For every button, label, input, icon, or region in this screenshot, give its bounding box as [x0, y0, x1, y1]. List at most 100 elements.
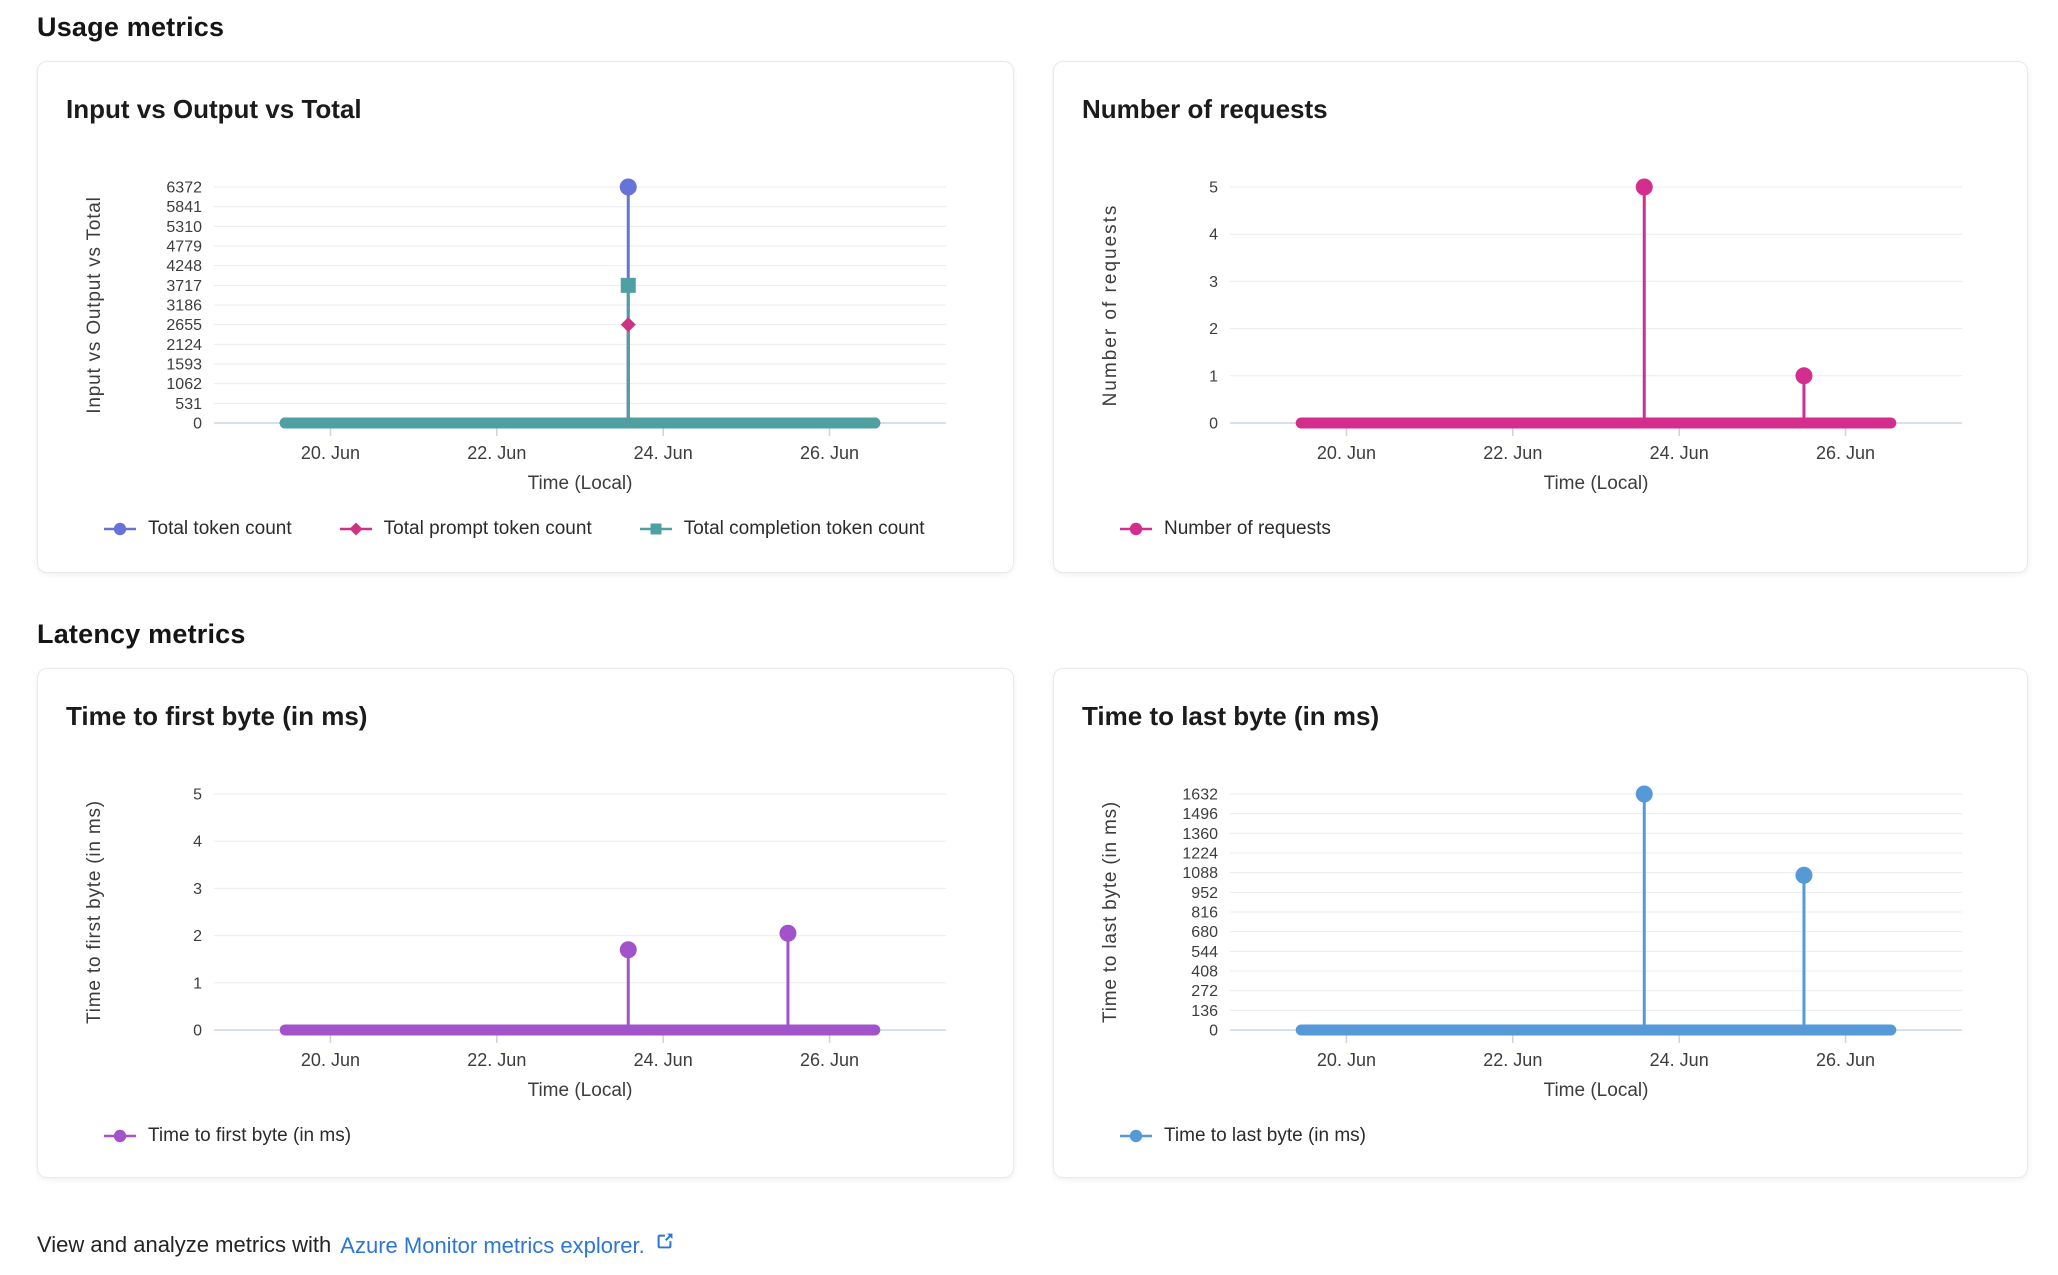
chart-input-vs-output-vs-total: 0 531 1062 1593 2124 2655 3186 3717 4248 4779 5310…	[66, 151, 985, 508]
y-tick-label: 272	[1191, 983, 1218, 1000]
card-number-of-requests: Number of requests 0 1 2 3 4 5 20. Jun 22. Jun 2…	[1053, 61, 2028, 573]
y-tick-label: 4779	[166, 239, 202, 256]
section-title-latency: Latency metrics	[37, 619, 246, 649]
legend-item-time-to-first-byte-in-ms[interactable]: Time to first byte (in ms)	[102, 1125, 351, 1147]
y-tick-label: 0	[1209, 1023, 1218, 1040]
input-vs-output-vs-total-plot: 0 531 1062 1593 2124 2655 3186 3717 4248 4779 5310…	[84, 178, 946, 494]
legend-marker-circle	[1120, 522, 1152, 536]
legend-label: Time to last byte (in ms)	[1164, 1125, 1367, 1146]
y-tick-label: 1224	[1182, 846, 1218, 863]
azure-monitor-link-label: Azure Monitor metrics explorer.	[340, 1233, 645, 1258]
series-baseline-total-completion-token-count	[279, 417, 881, 429]
time-to-first-byte-plot: 0 1 2 3 4 5 20. Jun 22. Jun 24. Jun 26. Jun Time (…	[84, 787, 946, 1101]
legend-marker-circle	[104, 522, 136, 536]
usage-cards-row: Input vs Output vs Total 0 531 1062 1593 212…	[37, 61, 2028, 573]
time-to-last-byte-plot: 0 136 272 408 544 680 816 952 1088 1224 1360 1496 16…	[1100, 785, 1962, 1101]
y-tick-label: 136	[1191, 1003, 1218, 1020]
series-baseline-time-to-last-byte-in-ms	[1295, 1024, 1897, 1036]
y-tick-label: 408	[1191, 964, 1218, 981]
y-tick-label: 6372	[166, 180, 202, 197]
x-tick-label: 20. Jun	[1317, 1050, 1376, 1070]
number-of-requests-plot: 0 1 2 3 4 5 20. Jun 22. Jun 24. Jun 26. Jun Time (…	[1100, 178, 1962, 494]
chart-number-of-requests: 0 1 2 3 4 5 20. Jun 22. Jun 24. Jun 26. Jun Time (…	[1082, 151, 1999, 508]
footer: View and analyze metrics with Azure Moni…	[37, 1230, 2028, 1259]
series-marker-time-to-first-byte-in-ms	[779, 924, 797, 942]
series-marker-number-of-requests	[1635, 178, 1653, 196]
y-tick-label: 1088	[1182, 865, 1218, 882]
y-tick-label: 2124	[166, 337, 202, 354]
x-tick-label: 26. Jun	[1816, 443, 1875, 463]
series-marker-total-prompt-token-count	[620, 317, 636, 333]
section-title-usage: Usage metrics	[37, 12, 225, 42]
y-axis-title: Input vs Output vs Total	[84, 196, 105, 413]
y-tick-label: 1	[1209, 368, 1218, 385]
y-tick-label: 0	[193, 416, 202, 433]
chart-title: Time to last byte (in ms)	[1082, 701, 1380, 731]
y-tick-label: 3717	[166, 278, 202, 295]
x-tick-label: 22. Jun	[467, 443, 526, 463]
y-tick-label: 2655	[166, 317, 202, 334]
card-time-to-last-byte: Time to last byte (in ms) 0 136 272 408 544 6…	[1053, 668, 2028, 1178]
footer-text: View and analyze metrics with	[37, 1231, 332, 1257]
y-tick-label: 2	[1209, 321, 1218, 338]
chart-legend: Total token count Total prompt token coun…	[66, 518, 985, 540]
y-tick-label: 3	[193, 881, 202, 898]
y-tick-label: 4248	[166, 258, 202, 275]
y-axis-title: Time to last byte (in ms)	[1100, 801, 1121, 1023]
external-link-icon[interactable]	[653, 1230, 676, 1253]
legend-item-number-of-requests[interactable]: Number of requests	[1118, 518, 1331, 540]
x-tick-label: 24. Jun	[634, 1050, 693, 1070]
legend-item-total-prompt-token-count[interactable]: Total prompt token count	[338, 518, 592, 540]
legend-marker-circle	[1120, 1129, 1152, 1143]
legend-marker-square	[639, 523, 672, 535]
chart-title: Input vs Output vs Total	[66, 94, 362, 124]
x-tick-label: 24. Jun	[1650, 1050, 1709, 1070]
y-tick-label: 5	[193, 787, 202, 804]
legend-label: Total completion token count	[683, 518, 925, 539]
legend-marker-circle	[104, 1129, 136, 1143]
y-tick-label: 0	[1209, 416, 1218, 433]
y-axis-title: Number of requests	[1100, 204, 1121, 407]
y-tick-label: 1	[193, 975, 202, 992]
latency-cards-row: Time to first byte (in ms) 0 1 2 3 4 5 20. Jun…	[37, 668, 2028, 1178]
y-tick-label: 1062	[166, 376, 202, 393]
y-tick-label: 4	[193, 834, 202, 851]
x-axis-title: Time (Local)	[1544, 1080, 1649, 1101]
y-tick-label: 544	[1191, 944, 1218, 961]
x-axis-title: Time (Local)	[1544, 473, 1649, 494]
azure-monitor-link[interactable]: Azure Monitor metrics explorer.	[340, 1230, 676, 1259]
series-marker-total-completion-token-count	[620, 277, 636, 293]
card-input-vs-output-vs-total: Input vs Output vs Total 0 531 1062 1593 212…	[37, 61, 1014, 573]
y-tick-label: 816	[1191, 905, 1218, 922]
legend-item-total-token-count[interactable]: Total token count	[102, 518, 292, 540]
legend-marker-diamond	[339, 522, 372, 536]
x-tick-label: 24. Jun	[1650, 443, 1709, 463]
x-tick-label: 26. Jun	[800, 1050, 859, 1070]
y-tick-label: 1360	[1182, 826, 1218, 843]
y-tick-label: 5	[1209, 180, 1218, 197]
legend-label: Time to first byte (in ms)	[148, 1125, 352, 1146]
y-axis-title: Time to first byte (in ms)	[84, 800, 105, 1024]
legend-label: Number of requests	[1164, 518, 1331, 539]
y-tick-label: 1593	[166, 357, 202, 374]
y-tick-label: 3186	[166, 298, 202, 315]
x-axis-title: Time (Local)	[528, 473, 633, 494]
series-marker-time-to-first-byte-in-ms	[619, 941, 637, 959]
x-tick-label: 22. Jun	[467, 1050, 526, 1070]
y-tick-label: 531	[175, 396, 202, 413]
y-tick-label: 1496	[1182, 806, 1218, 823]
y-tick-label: 680	[1191, 924, 1218, 941]
legend-label: Total token count	[148, 518, 292, 539]
card-time-to-first-byte: Time to first byte (in ms) 0 1 2 3 4 5 20. Jun…	[37, 668, 1014, 1178]
y-tick-label: 5310	[166, 219, 202, 236]
x-tick-label: 20. Jun	[1317, 443, 1376, 463]
legend-item-time-to-last-byte-in-ms[interactable]: Time to last byte (in ms)	[1118, 1125, 1366, 1147]
x-axis-title: Time (Local)	[528, 1080, 633, 1101]
x-tick-label: 26. Jun	[1816, 1050, 1875, 1070]
x-tick-label: 22. Jun	[1483, 443, 1542, 463]
x-tick-label: 20. Jun	[301, 1050, 360, 1070]
legend-item-total-completion-token-count[interactable]: Total completion token count	[638, 518, 925, 540]
x-tick-label: 22. Jun	[1483, 1050, 1542, 1070]
legend-label: Total prompt token count	[383, 518, 592, 539]
series-marker-time-to-last-byte-in-ms	[1635, 785, 1653, 803]
